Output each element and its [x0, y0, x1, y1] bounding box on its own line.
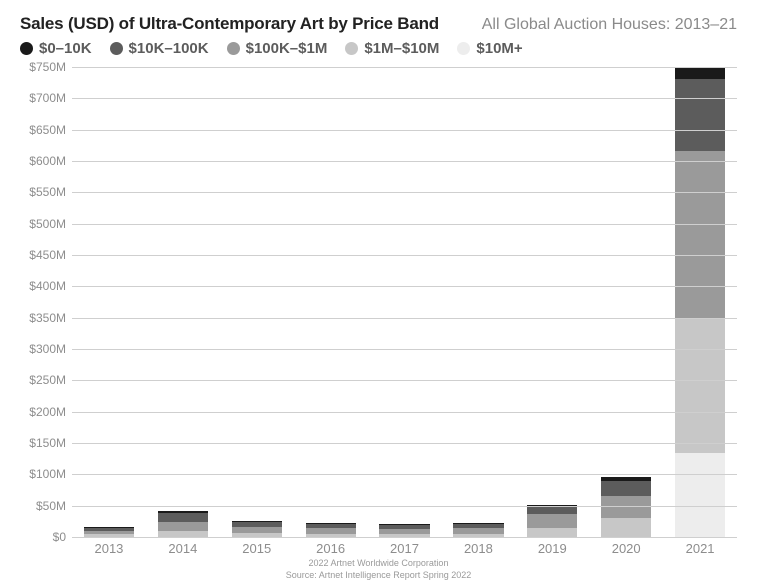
y-tick-label: $400M: [29, 279, 66, 293]
bar-stack: [601, 369, 651, 537]
gridline: [72, 130, 737, 131]
y-tick-label: $600M: [29, 154, 66, 168]
x-tick-label: 2015: [220, 537, 294, 556]
bar-slot: [220, 67, 294, 537]
legend-label: $0–10K: [39, 40, 92, 57]
bar-stack: [84, 469, 134, 537]
y-tick-label: $200M: [29, 405, 66, 419]
bar-slot: [294, 67, 368, 537]
chart-footer: 2022 Artnet Worldwide Corporation Source…: [20, 558, 737, 581]
footer-line-1: 2022 Artnet Worldwide Corporation: [20, 558, 737, 570]
y-tick-label: $750M: [29, 60, 66, 74]
bar-segment-b0: [675, 67, 725, 79]
bar-segment-b4: [675, 453, 725, 537]
bar-slot: [441, 67, 515, 537]
y-tick-label: $650M: [29, 123, 66, 137]
bar-stack: [306, 457, 356, 537]
bar-segment-b1: [158, 513, 208, 523]
x-tick-label: 2021: [663, 537, 737, 556]
bar-segment-b1: [601, 481, 651, 496]
bar-stack: [527, 415, 577, 537]
gridline: [72, 380, 737, 381]
bar-slot: [663, 67, 737, 537]
legend-label: $10K–100K: [129, 40, 209, 57]
legend-label: $1M–$10M: [364, 40, 439, 57]
y-tick-label: $0: [53, 530, 66, 544]
bar-stack: [453, 456, 503, 537]
y-tick-label: $100M: [29, 467, 66, 481]
bar-slot: [368, 67, 442, 537]
gridline: [72, 443, 737, 444]
gridline: [72, 98, 737, 99]
y-tick-label: $500M: [29, 217, 66, 231]
bar-segment-b3: [675, 319, 725, 453]
bar-segment-b2: [675, 151, 725, 319]
bar-stack: [379, 460, 429, 537]
legend-item: $0–10K: [20, 40, 92, 57]
y-tick-label: $300M: [29, 342, 66, 356]
footer-line-2: Source: Artnet Intelligence Report Sprin…: [20, 570, 737, 582]
legend-swatch: [110, 42, 123, 55]
bar-stack: [675, 67, 725, 537]
gridline: [72, 224, 737, 225]
gridline: [72, 161, 737, 162]
bar-segment-b2: [158, 522, 208, 531]
legend-swatch: [457, 42, 470, 55]
gridline: [72, 474, 737, 475]
legend: $0–10K $10K–100K $100K–$1M $1M–$10M $10M+: [20, 40, 737, 57]
chart-header: Sales (USD) of Ultra-Contemporary Art by…: [20, 14, 737, 34]
legend-swatch: [345, 42, 358, 55]
chart-container: Sales (USD) of Ultra-Contemporary Art by…: [0, 0, 757, 582]
x-tick-label: 2016: [294, 537, 368, 556]
gridline: [72, 192, 737, 193]
chart-subtitle: All Global Auction Houses: 2013–21: [482, 16, 737, 34]
y-axis: $0$50M$100M$150M$200M$250M$300M$350M$400…: [20, 67, 72, 537]
x-tick-label: 2020: [589, 537, 663, 556]
gridline: [72, 412, 737, 413]
gridline: [72, 67, 737, 68]
bar-segment-b3: [527, 528, 577, 537]
bar-slot: [589, 67, 663, 537]
bar-segment-b1: [527, 507, 577, 514]
y-tick-label: $50M: [36, 499, 66, 513]
legend-item: $1M–$10M: [345, 40, 439, 57]
legend-label: $100K–$1M: [246, 40, 328, 57]
x-tick-label: 2014: [146, 537, 220, 556]
bars-group: [72, 67, 737, 537]
bar-segment-b2: [527, 514, 577, 528]
y-tick-label: $150M: [29, 436, 66, 450]
y-tick-label: $250M: [29, 373, 66, 387]
y-tick-label: $350M: [29, 311, 66, 325]
gridline: [72, 318, 737, 319]
x-tick-label: 2013: [72, 537, 146, 556]
x-tick-label: 2018: [441, 537, 515, 556]
y-tick-label: $700M: [29, 91, 66, 105]
bar-segment-b2: [601, 496, 651, 518]
legend-item: $10M+: [457, 40, 522, 57]
x-axis: 201320142015201620172018201920202021: [72, 537, 737, 556]
y-tick-label: $450M: [29, 248, 66, 262]
bar-segment-b3: [601, 518, 651, 537]
plot-area: $0$50M$100M$150M$200M$250M$300M$350M$400…: [20, 67, 737, 537]
bar-stack: [232, 449, 282, 537]
bar-slot: [146, 67, 220, 537]
x-tick-label: 2019: [515, 537, 589, 556]
gridline: [72, 349, 737, 350]
gridline: [72, 537, 737, 538]
x-tick-label: 2017: [368, 537, 442, 556]
y-tick-label: $550M: [29, 185, 66, 199]
chart-title: Sales (USD) of Ultra-Contemporary Art by…: [20, 14, 439, 34]
legend-label: $10M+: [476, 40, 522, 57]
gridline: [72, 255, 737, 256]
legend-item: $100K–$1M: [227, 40, 328, 57]
legend-swatch: [20, 42, 33, 55]
legend-swatch: [227, 42, 240, 55]
gridline: [72, 286, 737, 287]
grid-and-bars: [72, 67, 737, 537]
legend-item: $10K–100K: [110, 40, 209, 57]
gridline: [72, 506, 737, 507]
bar-slot: [515, 67, 589, 537]
bar-segment-b1: [675, 79, 725, 151]
bar-slot: [72, 67, 146, 537]
